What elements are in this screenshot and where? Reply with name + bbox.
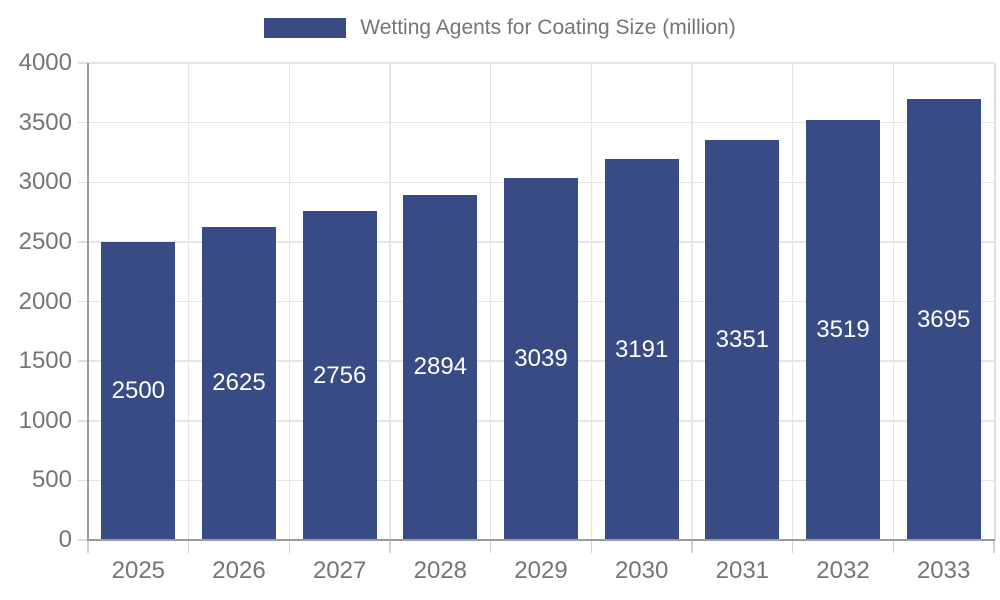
x-gridline [892,63,895,540]
x-axis-label: 2028 [413,557,468,584]
y-axis-label: 500 [31,466,72,494]
y-axis-label: 3500 [18,108,72,136]
x-axis-label: 2029 [514,557,568,584]
y-gridline [88,62,994,64]
x-axis-label: 2025 [111,557,166,584]
bar [302,211,377,540]
x-gridline [691,63,693,540]
bar-value-label: 3351 [715,326,770,354]
x-axis-tick [993,540,995,553]
x-gridline [187,63,190,540]
bar [906,99,981,540]
bar [202,226,276,540]
bar-value-label: 2894 [413,353,468,381]
y-axis-tick [78,479,88,482]
x-gridline [288,63,291,540]
bar [101,241,176,540]
y-gridline [88,121,994,124]
x-axis-label: 2031 [715,557,770,584]
legend-swatch [264,18,347,38]
y-axis-tick [78,360,88,362]
bar-value-label: 2625 [212,369,266,397]
bar [403,194,478,540]
bar-value-label: 3039 [514,344,568,372]
x-axis-tick [590,540,593,553]
x-gridline [791,63,794,540]
x-axis-tick [691,540,693,553]
x-axis-tick [489,540,492,553]
y-axis-tick [78,241,88,243]
bar [504,177,578,540]
y-axis-tick [78,300,88,303]
plot-border [994,63,996,540]
x-axis-tick [87,540,89,553]
y-axis-label: 4000 [18,49,72,76]
x-axis-label: 2030 [614,557,669,584]
x-gridline [389,63,391,540]
x-axis-tick [389,540,391,553]
y-axis-tick [78,121,88,124]
y-axis-tick [78,420,88,422]
y-axis-line [87,63,89,540]
x-axis-label: 2032 [816,557,870,584]
y-axis-label: 0 [58,526,72,553]
bar-value-label: 2756 [312,361,367,389]
legend-label: Wetting Agents for Coating Size (million… [360,16,736,39]
bar-value-label: 3695 [916,305,971,333]
y-axis-label: 1000 [18,406,72,434]
y-axis-label: 1500 [18,347,72,375]
x-axis-label: 2026 [212,557,266,584]
y-axis-label: 2500 [18,227,72,255]
bar-value-label: 2500 [111,376,166,404]
x-gridline [489,63,492,540]
x-axis-tick [892,540,895,553]
y-axis-label: 2000 [18,287,72,315]
bar-value-label: 3191 [614,335,669,363]
y-axis-tick [78,181,88,183]
x-axis-line [87,539,995,541]
bar [705,140,780,540]
y-axis-tick [78,539,88,541]
bar-value-label: 3519 [816,316,870,344]
legend: Wetting Agents for Coating Size (million… [0,12,1000,44]
x-axis-tick [187,540,190,553]
x-gridline [590,63,593,540]
bar [806,120,880,540]
x-axis-tick [791,540,794,553]
x-axis-tick [288,540,291,553]
x-axis-label: 2027 [312,557,367,584]
x-axis-label: 2033 [916,557,971,584]
bar [604,159,679,540]
y-axis-label: 3000 [18,168,72,196]
y-axis-tick [78,62,88,64]
